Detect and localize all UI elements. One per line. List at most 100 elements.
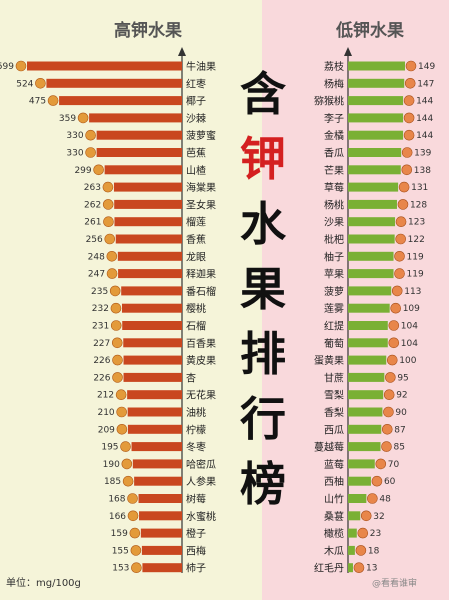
low-potassium-value-label: 138 xyxy=(414,166,431,176)
low-potassium-bar xyxy=(348,130,404,140)
low-potassium-fruit-name: 草莓 xyxy=(324,182,344,194)
low-potassium-value-label: 95 xyxy=(397,373,408,383)
high-potassium-value-label: 261 xyxy=(84,218,101,228)
fruit-icon xyxy=(401,164,413,176)
fruit-icon xyxy=(403,129,415,141)
high-potassium-bar xyxy=(96,130,182,140)
low-potassium-bar xyxy=(348,563,353,573)
low-potassium-bar xyxy=(348,355,387,365)
high-potassium-fruit-name: 榴莲 xyxy=(186,216,206,229)
fruit-icon xyxy=(116,423,128,435)
low-potassium-value-label: 144 xyxy=(416,131,433,141)
high-potassium-value-label: 155 xyxy=(112,546,129,556)
fruit-icon xyxy=(121,458,133,470)
high-potassium-fruit-name: 无花果 xyxy=(186,389,216,402)
low-potassium-fruit-name: 桑葚 xyxy=(324,510,344,523)
high-potassium-bar xyxy=(117,251,182,261)
low-potassium-value-label: 90 xyxy=(395,408,407,418)
fruit-icon xyxy=(110,320,122,331)
high-potassium-fruit-name: 石榴 xyxy=(186,320,206,333)
low-potassium-value-label: 139 xyxy=(414,149,431,159)
low-potassium-value-label: 144 xyxy=(416,97,433,107)
title-character: 行 xyxy=(240,392,286,446)
high-potassium-fruit-name: 沙棘 xyxy=(186,113,206,125)
fruit-icon xyxy=(405,60,417,72)
low-potassium-value-label: 131 xyxy=(411,183,428,193)
high-potassium-fruit-name: 牛油果 xyxy=(186,60,216,73)
high-potassium-fruit-name: 香蕉 xyxy=(186,234,206,246)
high-potassium-bar xyxy=(114,199,182,209)
low-potassium-fruit-name: 蓝莓 xyxy=(324,459,344,471)
fruit-icon xyxy=(403,112,415,124)
fruit-icon xyxy=(381,423,393,435)
low-potassium-bar xyxy=(348,251,394,261)
high-potassium-chart: 高钾水果 599 牛油果 524 红枣 475 椰子 359 沙棘 330 菠萝蜜 330 芭蕉 299 山… xyxy=(0,20,216,575)
fruit-icon xyxy=(120,441,131,452)
low-potassium-fruit-name: 香瓜 xyxy=(324,148,344,160)
high-potassium-fruit-name: 释迦果 xyxy=(186,268,216,281)
low-potassium-bar xyxy=(348,78,405,88)
high-potassium-fruit-name: 水蜜桃 xyxy=(186,510,216,523)
fruit-icon xyxy=(355,545,367,556)
high-potassium-fruit-name: 海棠果 xyxy=(186,181,216,194)
high-potassium-fruit-name: 红枣 xyxy=(186,77,206,90)
high-potassium-value-label: 190 xyxy=(103,460,120,470)
low-potassium-value-label: 119 xyxy=(407,270,424,280)
fruit-icon xyxy=(130,545,142,556)
fruit-icon xyxy=(102,181,114,193)
low-potassium-value-label: 70 xyxy=(388,460,400,470)
high-potassium-fruit-name: 油桃 xyxy=(186,406,206,419)
left-axis-arrow xyxy=(178,47,186,56)
high-potassium-value-label: 226 xyxy=(93,373,110,383)
high-potassium-bar xyxy=(89,113,182,123)
high-potassium-fruit-name: 黄皮果 xyxy=(186,354,216,367)
high-potassium-fruit-name: 橙子 xyxy=(186,527,206,540)
title-character: 榜 xyxy=(240,457,286,511)
low-potassium-bar xyxy=(348,407,383,417)
low-potassium-bar xyxy=(348,459,375,469)
low-potassium-bar xyxy=(348,424,382,434)
low-potassium-fruit-name: 李子 xyxy=(324,112,344,125)
right-chart-title: 低钾水果 xyxy=(335,20,404,41)
high-potassium-fruit-name: 樱桃 xyxy=(186,302,206,315)
high-potassium-value-label: 330 xyxy=(66,131,83,141)
high-potassium-bar xyxy=(131,442,182,452)
low-potassium-fruit-name: 菠萝 xyxy=(324,286,344,298)
low-potassium-fruit-name: 香梨 xyxy=(324,406,344,419)
low-potassium-bar xyxy=(348,442,381,452)
high-potassium-fruit-name: 龙眼 xyxy=(186,250,206,263)
right-axis-arrow xyxy=(344,47,352,56)
fruit-icon xyxy=(390,302,401,314)
fruit-icon xyxy=(115,389,127,401)
low-potassium-fruit-name: 葡萄 xyxy=(324,337,344,350)
high-potassium-fruit-name: 树莓 xyxy=(186,493,206,506)
high-potassium-value-label: 247 xyxy=(88,270,105,280)
fruit-icon xyxy=(103,216,114,227)
high-potassium-bar xyxy=(142,563,182,573)
high-potassium-value-label: 475 xyxy=(29,97,46,107)
high-potassium-fruit-name: 哈密瓜 xyxy=(186,458,216,471)
fruit-icon xyxy=(398,181,410,193)
fruit-icon xyxy=(15,60,27,72)
low-potassium-fruit-name: 沙果 xyxy=(324,217,344,229)
fruit-icon xyxy=(102,199,114,210)
high-potassium-value-label: 168 xyxy=(108,495,125,505)
high-potassium-bar xyxy=(59,96,183,106)
low-potassium-fruit-name: 甘蔗 xyxy=(324,371,344,384)
low-potassium-bar xyxy=(348,61,405,71)
fruit-icon xyxy=(129,527,141,539)
low-potassium-fruit-name: 橄榄 xyxy=(324,527,344,540)
fruit-icon xyxy=(385,372,396,383)
low-potassium-value-label: 147 xyxy=(417,79,434,89)
high-potassium-fruit-name: 杏 xyxy=(186,371,196,384)
high-potassium-bar xyxy=(96,148,182,157)
high-potassium-bar xyxy=(121,286,182,296)
low-potassium-bar xyxy=(348,269,394,279)
fruit-icon xyxy=(394,250,405,262)
low-potassium-value-label: 128 xyxy=(410,200,427,210)
high-potassium-value-label: 359 xyxy=(59,114,76,124)
low-potassium-bar xyxy=(348,286,392,296)
fruit-icon xyxy=(395,216,407,227)
high-potassium-bar xyxy=(115,234,182,244)
